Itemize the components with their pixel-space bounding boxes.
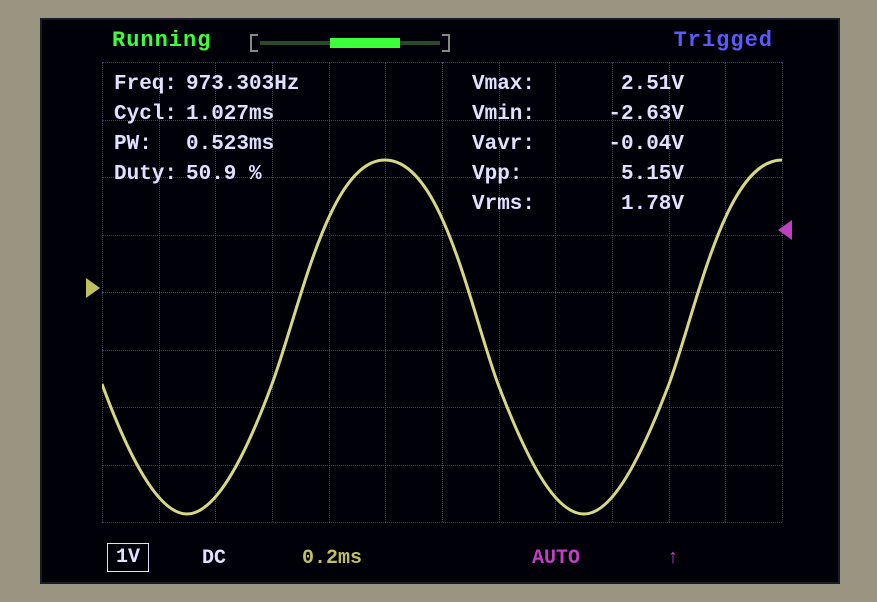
meas-value: -0.04V [544, 130, 684, 160]
meas-label: Cycl: [114, 100, 186, 130]
measurements-right: Vmax: 2.51V Vmin: -2.63V Vavr: -0.04V Vp… [472, 70, 684, 220]
meas-value: 973.303Hz [186, 70, 336, 100]
meas-pw: PW:0.523ms [114, 130, 336, 160]
time-per-div[interactable]: 0.2ms [302, 547, 362, 570]
meas-duty: Duty:50.9 % [114, 160, 336, 190]
top-status-row: Running Trigged [42, 28, 838, 58]
meas-value: 1.78V [544, 190, 684, 220]
meas-vpp: Vpp: 5.15V [472, 160, 684, 190]
meas-cycl: Cycl:1.027ms [114, 100, 336, 130]
ground-level-marker [86, 278, 100, 298]
meas-value: 1.027ms [186, 100, 336, 130]
meas-vmin: Vmin: -2.63V [472, 100, 684, 130]
meas-label: PW: [114, 130, 186, 160]
oscilloscope-screen: Running Trigged [40, 18, 840, 584]
horizontal-position-indicator [250, 34, 450, 52]
bracket-left [250, 34, 258, 52]
meas-label: Vmax: [472, 70, 544, 100]
bottom-status-row: 1V DC 0.2ms AUTO ↑ [42, 540, 838, 574]
trigger-mode[interactable]: AUTO [532, 547, 580, 570]
trigger-edge-icon[interactable]: ↑ [667, 547, 679, 570]
trigger-status: Trigged [674, 28, 773, 53]
scrollbar-thumb [330, 38, 400, 48]
meas-value: 0.523ms [186, 130, 336, 160]
meas-value: 2.51V [544, 70, 684, 100]
meas-label: Vmin: [472, 100, 544, 130]
volts-per-div[interactable]: 1V [107, 543, 149, 572]
meas-label: Vpp: [472, 160, 544, 190]
bracket-right [442, 34, 450, 52]
meas-vmax: Vmax: 2.51V [472, 70, 684, 100]
meas-value: -2.63V [544, 100, 684, 130]
run-status: Running [112, 28, 211, 53]
trigger-level-marker [778, 220, 792, 240]
measurements-left: Freq:973.303Hz Cycl:1.027ms PW:0.523ms D… [114, 70, 336, 190]
meas-freq: Freq:973.303Hz [114, 70, 336, 100]
meas-value: 50.9 % [186, 160, 336, 190]
meas-label: Freq: [114, 70, 186, 100]
meas-value: 5.15V [544, 160, 684, 190]
coupling-mode[interactable]: DC [202, 547, 226, 570]
meas-label: Vrms: [472, 190, 544, 220]
meas-label: Duty: [114, 160, 186, 190]
meas-vrms: Vrms: 1.78V [472, 190, 684, 220]
meas-label: Vavr: [472, 130, 544, 160]
meas-vavr: Vavr: -0.04V [472, 130, 684, 160]
